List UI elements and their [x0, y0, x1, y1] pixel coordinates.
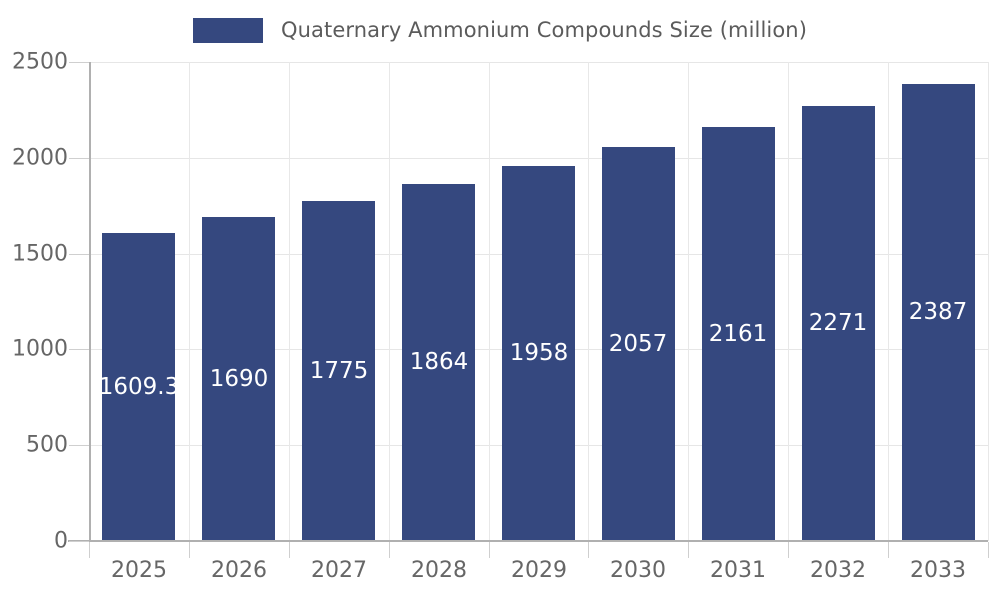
bar[interactable]	[402, 184, 475, 541]
bar[interactable]	[602, 147, 675, 541]
gridline-horizontal	[89, 157, 988, 159]
x-axis-tick-labels: 2025 2026 2027 2028 2029 2030 2031 2032 2033	[89, 558, 988, 592]
bar[interactable]	[102, 233, 175, 541]
gridline-vertical	[888, 62, 889, 541]
x-axis-tick	[588, 542, 589, 558]
bar[interactable]	[202, 217, 275, 541]
x-axis-tick-label: 2031	[710, 558, 766, 583]
x-axis-tick	[688, 542, 689, 558]
x-axis-tick-label: 2027	[311, 558, 367, 583]
x-axis-tick-label: 2032	[810, 558, 866, 583]
gridline-vertical	[788, 62, 789, 541]
gridline-vertical	[389, 62, 390, 541]
y-axis-tick-label: 0	[54, 528, 68, 554]
y-axis-tick-label: 1500	[12, 241, 68, 267]
gridline-vertical	[489, 62, 490, 541]
x-axis-tick-label: 2033	[910, 558, 966, 583]
bar[interactable]	[302, 201, 375, 541]
x-axis-tick	[289, 542, 290, 558]
y-axis-tick-labels: 0 500 1000 1500 2000 2500	[0, 0, 68, 600]
bar[interactable]	[802, 106, 875, 541]
bar[interactable]	[502, 166, 575, 541]
x-axis-tick	[788, 542, 789, 558]
y-axis-tick-label: 2500	[12, 49, 68, 75]
x-axis-tick	[189, 542, 190, 558]
x-axis-tick	[389, 542, 390, 558]
x-axis-tick-label: 2028	[411, 558, 467, 583]
gridline-vertical	[588, 62, 589, 541]
gridline-vertical	[688, 62, 689, 541]
x-axis-tick-label: 2030	[610, 558, 666, 583]
y-axis-tick	[69, 157, 89, 159]
x-axis-tick	[489, 542, 490, 558]
x-axis-tick	[89, 542, 90, 558]
y-axis-tick-label: 2000	[12, 145, 68, 171]
bar[interactable]	[902, 84, 975, 541]
y-axis-tick	[69, 253, 89, 255]
y-axis-tick-label: 500	[26, 432, 68, 458]
x-axis-tick	[888, 542, 889, 558]
legend-item-label: Quaternary Ammonium Compounds Size (mill…	[281, 18, 807, 42]
y-axis-tick	[69, 62, 89, 63]
gridline-vertical	[289, 62, 290, 541]
gridline-vertical	[189, 62, 190, 541]
gridline-horizontal	[89, 62, 988, 63]
x-axis-line	[68, 540, 988, 542]
bar[interactable]	[702, 127, 775, 541]
x-axis-tick-label: 2029	[511, 558, 567, 583]
chart-legend: Quaternary Ammonium Compounds Size (mill…	[0, 12, 1000, 48]
x-axis-tick-label: 2026	[211, 558, 267, 583]
legend-color-swatch	[193, 17, 263, 43]
x-axis-tick	[988, 542, 989, 558]
y-axis-tick	[69, 445, 89, 447]
y-axis-line	[89, 62, 91, 541]
y-axis-tick	[69, 541, 89, 542]
plot-area: 1609.3 1690 1775 1864 1958 2057 2161 2271 2387	[89, 62, 989, 542]
y-axis-tick-label: 1000	[12, 336, 68, 362]
y-axis-tick	[69, 349, 89, 351]
x-axis-tick-label: 2025	[111, 558, 167, 583]
gridline-vertical	[988, 62, 989, 541]
